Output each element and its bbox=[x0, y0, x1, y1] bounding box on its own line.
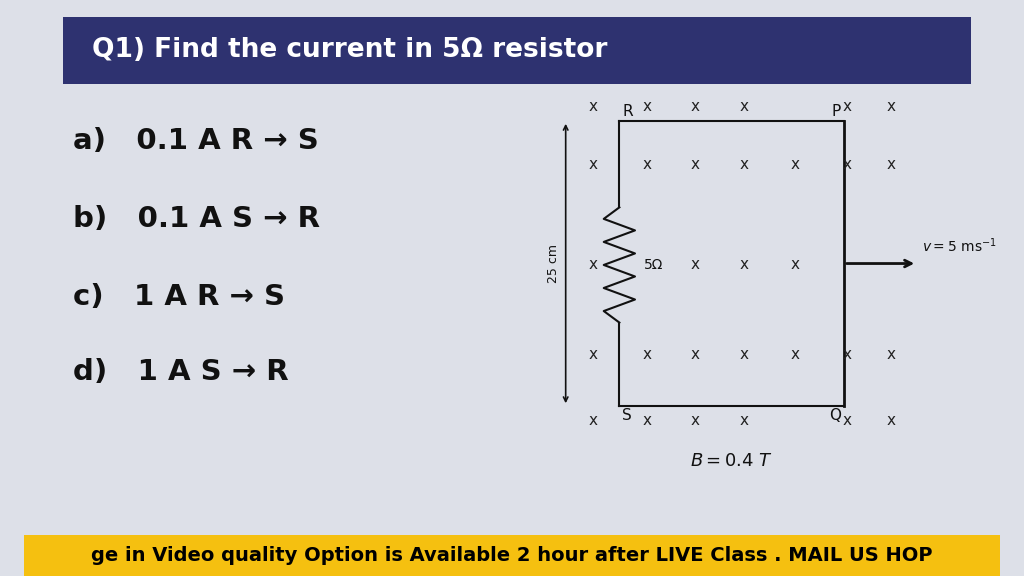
Text: x: x bbox=[642, 157, 651, 172]
Text: $v = 5\ \mathrm{ms}^{-1}$: $v = 5\ \mathrm{ms}^{-1}$ bbox=[922, 236, 996, 255]
Text: x: x bbox=[589, 257, 598, 272]
Text: x: x bbox=[886, 413, 895, 428]
Text: ge in Video quality Option is Available 2 hour after LIVE Class . MAIL US HOP: ge in Video quality Option is Available … bbox=[91, 546, 933, 564]
Text: d)   1 A S → R: d) 1 A S → R bbox=[73, 358, 289, 385]
Text: x: x bbox=[886, 157, 895, 172]
Text: x: x bbox=[589, 413, 598, 428]
Text: x: x bbox=[589, 347, 598, 362]
Text: x: x bbox=[886, 99, 895, 114]
Text: x: x bbox=[843, 347, 851, 362]
Text: x: x bbox=[642, 413, 651, 428]
Text: x: x bbox=[843, 413, 851, 428]
Text: x: x bbox=[791, 347, 800, 362]
Text: x: x bbox=[791, 157, 800, 172]
Text: x: x bbox=[589, 157, 598, 172]
FancyBboxPatch shape bbox=[63, 17, 971, 84]
Text: x: x bbox=[691, 257, 700, 272]
Text: x: x bbox=[886, 347, 895, 362]
Text: R: R bbox=[623, 104, 633, 119]
Text: x: x bbox=[843, 99, 851, 114]
Text: x: x bbox=[791, 257, 800, 272]
Text: x: x bbox=[691, 413, 700, 428]
FancyBboxPatch shape bbox=[24, 535, 1000, 576]
Text: x: x bbox=[739, 99, 749, 114]
Text: x: x bbox=[691, 347, 700, 362]
Text: x: x bbox=[843, 157, 851, 172]
Text: x: x bbox=[691, 99, 700, 114]
Text: x: x bbox=[589, 99, 598, 114]
Text: x: x bbox=[739, 347, 749, 362]
Text: x: x bbox=[739, 157, 749, 172]
Text: x: x bbox=[642, 99, 651, 114]
Text: $B = 0.4\ T$: $B = 0.4\ T$ bbox=[690, 452, 773, 470]
Text: x: x bbox=[642, 347, 651, 362]
Text: P: P bbox=[831, 104, 841, 119]
Text: Q1) Find the current in 5Ω resistor: Q1) Find the current in 5Ω resistor bbox=[92, 37, 607, 63]
Text: x: x bbox=[739, 257, 749, 272]
Text: Q: Q bbox=[829, 408, 841, 423]
Text: c)   1 A R → S: c) 1 A R → S bbox=[73, 283, 285, 310]
Text: S: S bbox=[623, 408, 632, 423]
Text: x: x bbox=[739, 413, 749, 428]
Text: 25 cm: 25 cm bbox=[548, 244, 560, 283]
Text: b)   0.1 A S → R: b) 0.1 A S → R bbox=[73, 205, 319, 233]
Text: 5Ω: 5Ω bbox=[644, 258, 664, 272]
Text: a)   0.1 A R → S: a) 0.1 A R → S bbox=[73, 127, 318, 155]
Text: x: x bbox=[691, 157, 700, 172]
